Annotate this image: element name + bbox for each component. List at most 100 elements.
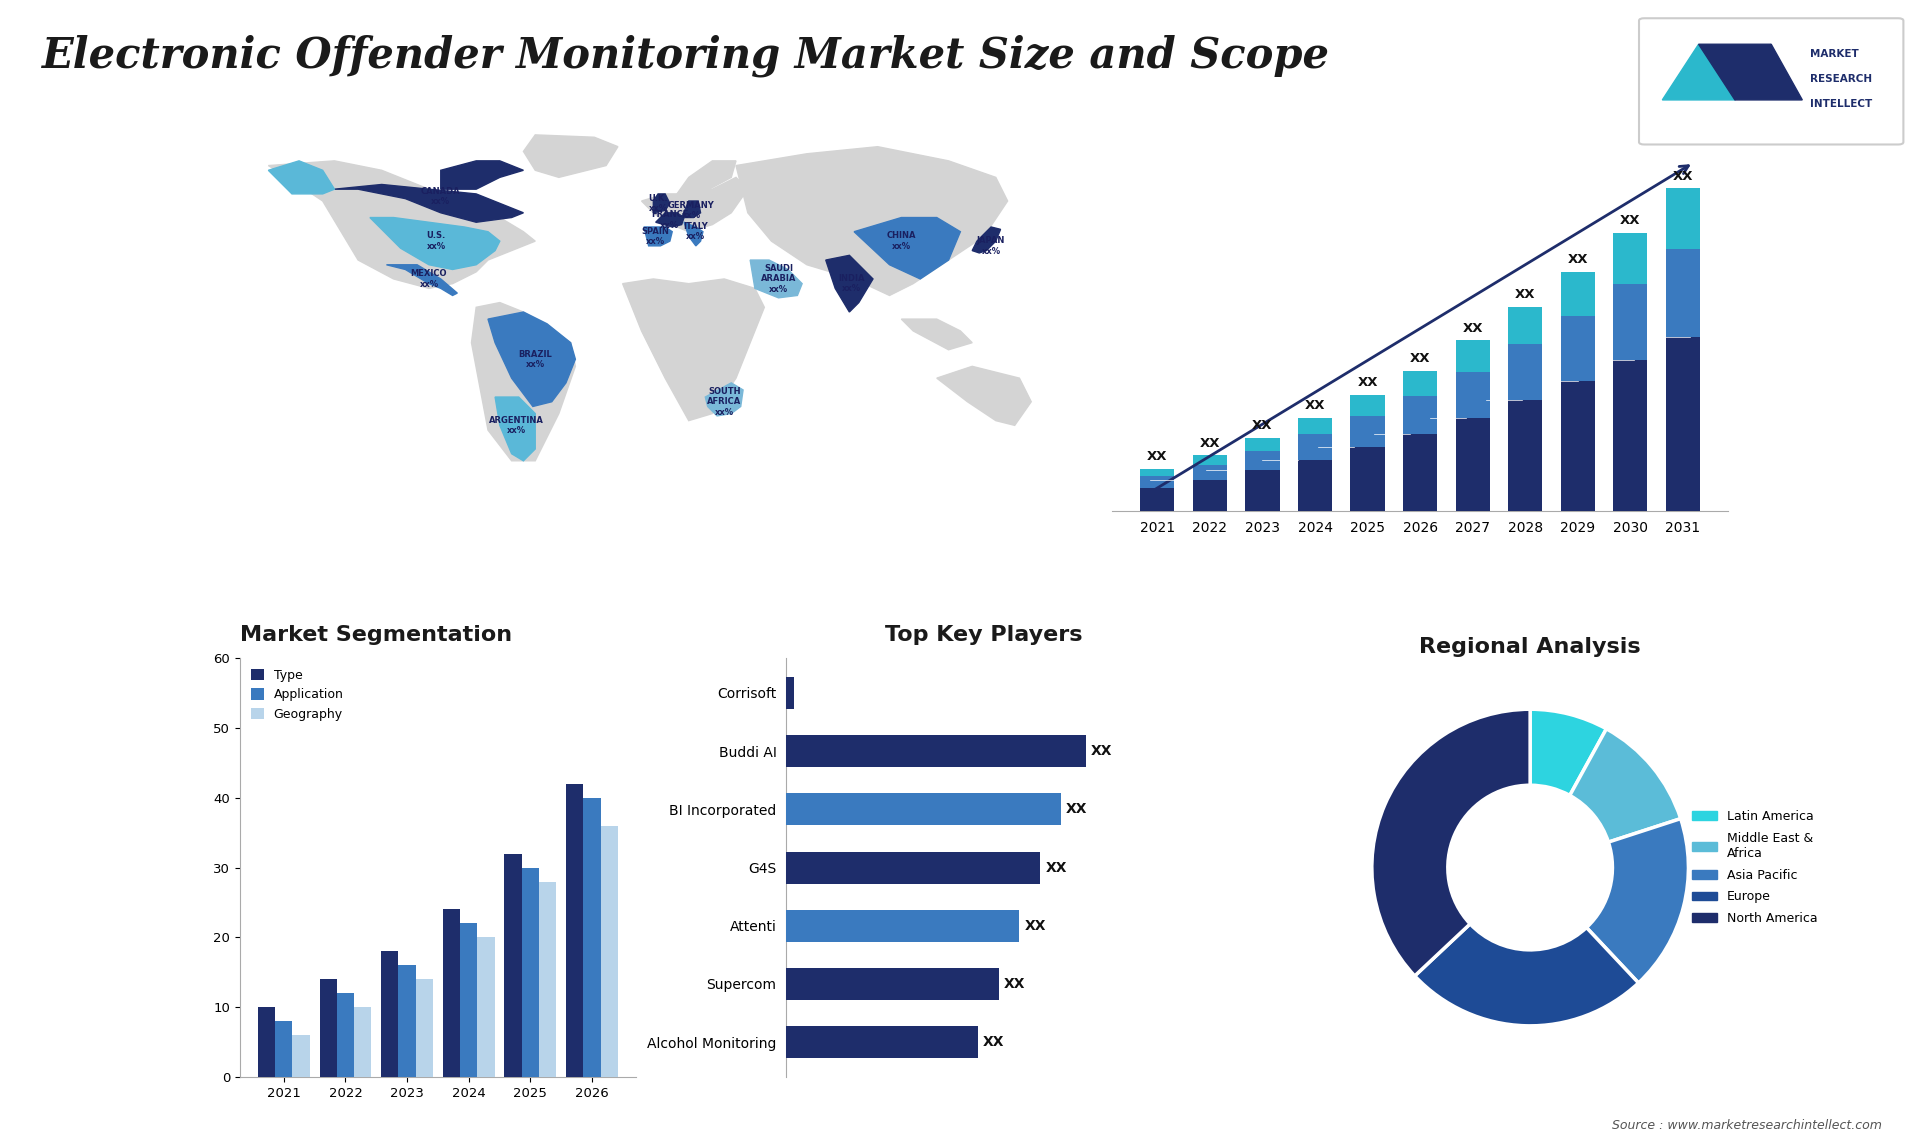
Polygon shape	[269, 160, 536, 289]
Text: GERMANY
xx%: GERMANY xx%	[668, 201, 714, 220]
Legend: Type, Application, Geography: Type, Application, Geography	[246, 664, 349, 725]
Wedge shape	[1530, 709, 1607, 795]
Polygon shape	[371, 218, 499, 269]
Text: ITALY
xx%: ITALY xx%	[684, 222, 708, 242]
Bar	[1246, 438, 1279, 450]
Bar	[1246, 471, 1279, 511]
Text: FRANCE
xx%: FRANCE xx%	[651, 210, 689, 229]
Polygon shape	[472, 303, 576, 461]
Bar	[540, 881, 557, 1077]
Polygon shape	[735, 147, 1008, 296]
Bar	[1350, 447, 1384, 511]
Bar	[505, 854, 522, 1077]
Polygon shape	[269, 160, 334, 194]
Bar	[1455, 371, 1490, 418]
Bar	[584, 798, 601, 1077]
Bar	[417, 980, 432, 1077]
Text: XX: XX	[1515, 288, 1536, 301]
Bar	[1613, 360, 1647, 511]
Bar	[257, 1007, 275, 1077]
Bar	[785, 793, 1062, 825]
Polygon shape	[854, 218, 960, 278]
Text: U.K.
xx%: U.K. xx%	[649, 194, 668, 213]
Polygon shape	[643, 227, 672, 246]
Bar	[1613, 233, 1647, 283]
Text: XX: XX	[1409, 352, 1430, 364]
Bar	[1192, 480, 1227, 511]
Bar	[319, 980, 336, 1077]
Polygon shape	[826, 256, 874, 312]
Text: RESEARCH: RESEARCH	[1811, 73, 1872, 84]
Bar	[1246, 450, 1279, 471]
Bar	[1561, 272, 1596, 316]
Bar	[461, 924, 478, 1077]
Text: XX: XX	[1091, 744, 1112, 759]
Bar	[1140, 477, 1175, 488]
Text: XX: XX	[1252, 419, 1273, 432]
Bar	[785, 677, 795, 709]
Wedge shape	[1586, 818, 1688, 983]
Text: XX: XX	[1200, 437, 1219, 449]
Bar	[1509, 400, 1542, 511]
Polygon shape	[488, 312, 576, 407]
Bar	[444, 910, 461, 1077]
Bar	[1350, 416, 1384, 447]
Bar	[1561, 316, 1596, 382]
Text: XX: XX	[1357, 376, 1379, 390]
Text: CANADA
xx%: CANADA xx%	[420, 187, 461, 206]
Legend: Latin America, Middle East &
Africa, Asia Pacific, Europe, North America: Latin America, Middle East & Africa, Asi…	[1688, 804, 1822, 931]
Text: SOUTH
AFRICA
xx%: SOUTH AFRICA xx%	[707, 387, 741, 417]
Text: JAPAN
xx%: JAPAN xx%	[977, 236, 1006, 256]
Bar	[1140, 470, 1175, 477]
FancyBboxPatch shape	[1640, 18, 1903, 144]
Text: XX: XX	[1463, 322, 1482, 335]
Bar	[1613, 283, 1647, 360]
Bar	[785, 910, 1020, 942]
Polygon shape	[751, 260, 803, 298]
Text: XX: XX	[1567, 253, 1588, 266]
Title: Regional Analysis: Regional Analysis	[1419, 637, 1642, 657]
Text: XX: XX	[983, 1035, 1004, 1050]
Bar	[399, 965, 417, 1077]
Polygon shape	[678, 160, 735, 194]
Bar	[1140, 488, 1175, 511]
Polygon shape	[684, 222, 703, 246]
Bar	[785, 735, 1087, 767]
Polygon shape	[900, 319, 972, 350]
Bar	[1192, 455, 1227, 464]
Bar	[1561, 382, 1596, 511]
Polygon shape	[682, 201, 701, 218]
Polygon shape	[1736, 45, 1803, 100]
Polygon shape	[495, 397, 536, 461]
Text: U.S.
xx%: U.S. xx%	[426, 231, 445, 251]
Wedge shape	[1415, 924, 1638, 1026]
Bar	[1455, 418, 1490, 511]
Bar	[1667, 337, 1699, 511]
Text: ARGENTINA
xx%: ARGENTINA xx%	[490, 416, 543, 435]
Bar	[1298, 460, 1332, 511]
Text: SAUDI
ARABIA
xx%: SAUDI ARABIA xx%	[760, 264, 797, 293]
Text: XX: XX	[1066, 802, 1087, 816]
Text: XX: XX	[1146, 450, 1167, 463]
Polygon shape	[972, 227, 1000, 253]
Bar	[1667, 249, 1699, 337]
Bar	[1509, 344, 1542, 400]
Bar	[785, 851, 1041, 884]
Wedge shape	[1371, 709, 1530, 976]
Bar	[522, 868, 540, 1077]
Polygon shape	[705, 383, 743, 416]
Bar	[566, 784, 584, 1077]
Text: XX: XX	[1044, 861, 1068, 874]
Bar	[336, 994, 353, 1077]
Polygon shape	[1663, 45, 1736, 100]
Bar	[1509, 307, 1542, 344]
Text: XX: XX	[1620, 214, 1640, 227]
Wedge shape	[1571, 729, 1680, 842]
Polygon shape	[334, 185, 524, 222]
Text: XX: XX	[1306, 400, 1325, 413]
Bar	[1404, 434, 1438, 511]
Bar	[1298, 434, 1332, 460]
Polygon shape	[442, 160, 524, 189]
Bar	[1350, 395, 1384, 416]
Text: SPAIN
xx%: SPAIN xx%	[641, 227, 670, 246]
